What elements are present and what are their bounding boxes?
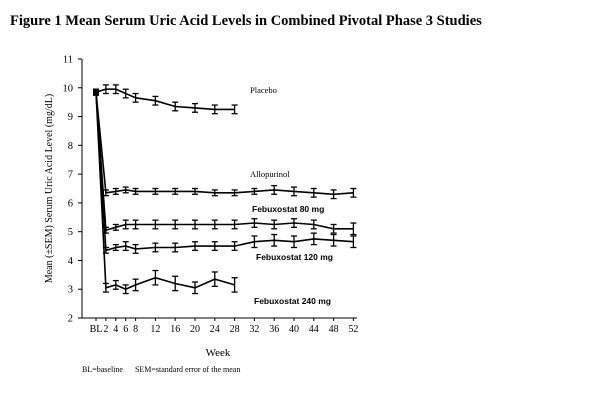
- x-tick-label: 32: [249, 324, 259, 335]
- series-label: Placebo: [250, 85, 277, 95]
- series-line: [95, 92, 235, 291]
- x-tick-label: 20: [190, 324, 200, 335]
- series-line: [95, 92, 354, 252]
- y-tick-label: 11: [63, 55, 73, 66]
- figure-title: Figure 1 Mean Serum Uric Acid Levels in …: [10, 13, 482, 29]
- series-label: Febuxostat 240 mg: [254, 296, 331, 306]
- x-tick-label: 12: [150, 324, 160, 335]
- y-tick-label: 10: [63, 83, 74, 94]
- series-label: Febuxostat 120 mg: [256, 252, 333, 262]
- x-tick-label: 52: [348, 324, 358, 335]
- footnote: BL=baseline SEM=standard error of the me…: [82, 365, 250, 374]
- x-tick-label: BL: [90, 324, 103, 335]
- x-tick-label: 2: [103, 324, 108, 335]
- footnote-baseline: BL=baseline: [82, 365, 123, 374]
- series-label: Allopurinol: [250, 169, 290, 179]
- x-tick-label: 16: [170, 324, 180, 335]
- x-tick-label: 40: [289, 324, 299, 335]
- chart-series: [93, 84, 357, 295]
- y-tick-label: 4: [68, 256, 74, 267]
- series-line: [95, 92, 354, 232]
- baseline-marker: [93, 89, 99, 96]
- series-label: Febuxostat 80 mg: [252, 204, 324, 214]
- y-tick-label: 3: [68, 285, 73, 296]
- y-axis-title: Mean (±SEM) Serum Uric Acid Level (mg/dL…: [44, 94, 55, 283]
- y-tick-label: 9: [68, 112, 73, 123]
- y-tick-label: 6: [68, 198, 73, 209]
- x-tick-label: 6: [123, 324, 128, 335]
- x-axis-title: Week: [206, 347, 231, 359]
- x-tick-label: 28: [230, 324, 240, 335]
- chart-series-labels: Placebo Allopurinol Febuxostat 80 mg Febuxo…: [250, 85, 333, 306]
- y-tick-label: 5: [68, 227, 73, 238]
- series-line: [95, 88, 235, 111]
- x-tick-label: 48: [329, 324, 339, 335]
- x-tick-label: 36: [269, 324, 279, 335]
- y-tick-label: 7: [68, 170, 73, 181]
- x-tick-label: 24: [210, 324, 220, 335]
- y-tick-label: 2: [68, 314, 73, 325]
- y-tick-label: 8: [68, 141, 73, 152]
- x-tick-label: 4: [113, 324, 118, 335]
- x-tick-label: 44: [309, 324, 319, 335]
- x-tick-label: 8: [133, 324, 138, 335]
- footnote-sem: SEM=standard error of the mean: [134, 365, 241, 374]
- series-line: [95, 92, 354, 196]
